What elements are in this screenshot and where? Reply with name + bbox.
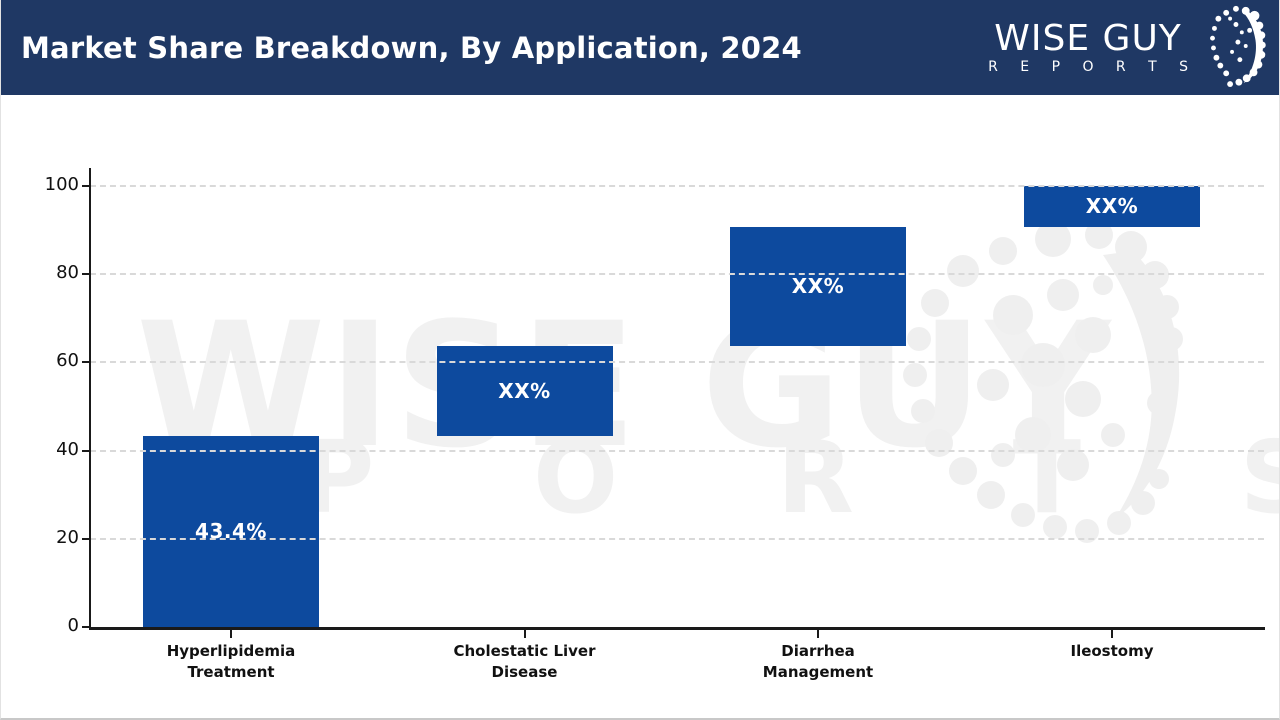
- y-axis-tick-label: 0: [67, 615, 79, 636]
- wiseguy-head-profile-watermark: [863, 215, 1183, 599]
- y-axis-tick-label: 40: [56, 438, 79, 460]
- gridline-100: [90, 185, 1264, 187]
- page-title: Market Share Breakdown, By Application, …: [21, 30, 802, 65]
- gridline-40: [90, 449, 1264, 452]
- y-axis-line: [89, 168, 91, 630]
- gridline-20: [90, 537, 1264, 540]
- y-axis-tick-label: 100: [44, 174, 79, 195]
- y-axis-tick: [82, 361, 90, 364]
- y-axis-tick-label: 20: [56, 526, 79, 548]
- logo-subtitle: R E P O R T S: [988, 59, 1197, 75]
- logo-wordmark: WISE GUY: [994, 18, 1182, 59]
- bar-value-label: XX%: [1085, 194, 1139, 219]
- y-axis-tick-label: 80: [56, 262, 79, 284]
- x-axis-tick: [817, 630, 819, 638]
- wiseguy-logo: WISE GUY R E P O R T S: [979, 3, 1279, 93]
- y-axis-tick: [82, 185, 90, 187]
- bar-segment: 43.4%: [143, 435, 319, 627]
- chart-header: Market Share Breakdown, By Application, …: [1, 0, 1279, 95]
- wiseguy-head-profile-icon: [1201, 3, 1267, 93]
- bar-value-label: XX%: [498, 378, 551, 403]
- y-axis-tick: [82, 449, 90, 452]
- y-axis-tick: [82, 626, 90, 628]
- x-axis-tick: [1111, 630, 1113, 638]
- gridline-60: [90, 361, 1264, 364]
- bar-value-label: XX%: [791, 274, 845, 299]
- bar-segment: XX%: [436, 346, 613, 436]
- bar-segment: XX%: [1024, 186, 1200, 227]
- x-axis-label: Ileostomy: [1070, 642, 1154, 660]
- y-axis-tick-label: 60: [56, 350, 79, 372]
- y-axis-tick: [82, 273, 90, 276]
- x-axis-label: Cholestatic Liver Disease: [453, 642, 596, 681]
- x-axis-label: Hyperlipidemia Treatment: [166, 642, 296, 681]
- y-axis-tick: [82, 537, 90, 540]
- x-axis-tick: [523, 630, 526, 638]
- plot-area: 0 20 40 60 80 100 43.4% Hyperlipidemia Treatmen…: [1, 95, 1279, 718]
- x-axis-tick: [230, 630, 232, 638]
- wiseguy-logo-text: WISE GUY R E P O R T S: [979, 18, 1197, 75]
- bar-segment: XX%: [730, 226, 906, 347]
- x-axis-label: Diarrhea Management: [762, 642, 874, 681]
- gridline-80: [90, 273, 1264, 276]
- x-axis-line: [89, 627, 1265, 630]
